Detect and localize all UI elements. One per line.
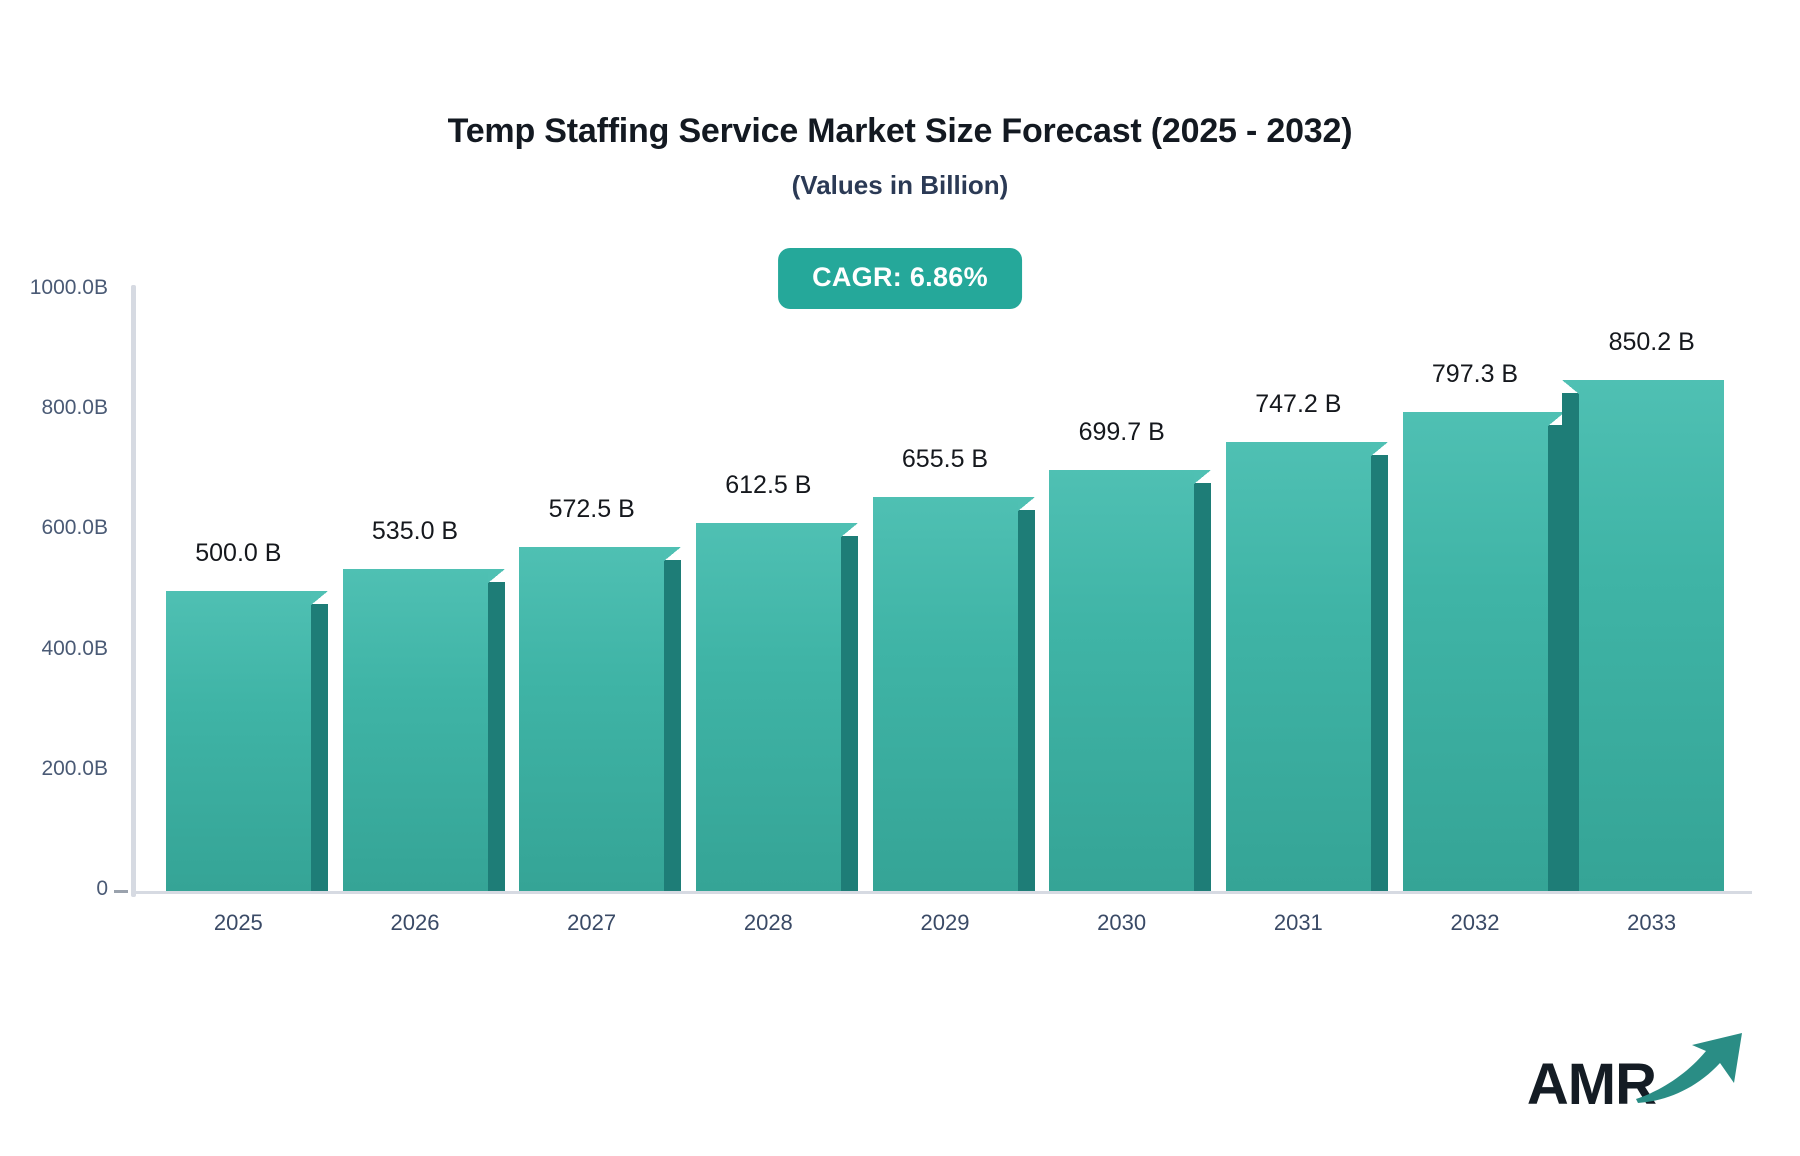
- chart-subtitle: (Values in Billion): [791, 170, 1009, 200]
- bar-side-face: [840, 535, 858, 891]
- bar-face: [519, 546, 665, 891]
- x-axis-tick-label: 2029: [920, 910, 970, 935]
- y-axis-tick-label: 1000.0B: [29, 276, 108, 299]
- bar-top-bevel: [1547, 411, 1565, 426]
- bar-2029[interactable]: [872, 497, 1035, 891]
- bar-side-face: [1547, 424, 1565, 891]
- x-axis-tick-label: 2026: [390, 910, 440, 935]
- x-axis-line: [131, 891, 1752, 894]
- x-axis-tick-label: 2031: [1273, 910, 1323, 935]
- bar-top-bevel: [664, 546, 682, 561]
- y-axis-tick-label: 800.0B: [41, 396, 108, 420]
- bar-top-bevel: [487, 569, 505, 584]
- bar-side-face: [1017, 510, 1035, 891]
- x-axis-tick-label: 2025: [213, 910, 263, 935]
- bar-side-face: [310, 603, 328, 891]
- bar-top-bevel: [310, 590, 328, 605]
- bar-2031[interactable]: [1225, 441, 1388, 891]
- y-axis-line: [131, 285, 136, 897]
- bar-2026[interactable]: [342, 569, 505, 891]
- bar-2030[interactable]: [1049, 470, 1212, 891]
- bar-value-label: 655.5 B: [901, 445, 989, 474]
- bar-value-label: 500.0 B: [195, 538, 282, 567]
- y-axis-tick-label: 400.0B: [41, 636, 108, 660]
- bar-value-label: 747.2 B: [1255, 389, 1342, 418]
- bar-side-face: [487, 582, 505, 891]
- bar-face: [1049, 470, 1195, 891]
- bar-side-face: [664, 559, 682, 891]
- y-axis-tick-mark: [114, 890, 128, 893]
- bar-top-bevel: [1194, 470, 1212, 485]
- bar-side-face: [1194, 483, 1212, 891]
- amr-wordmark: AMR: [1526, 1052, 1657, 1117]
- growth-arrow-icon: [1630, 1029, 1748, 1108]
- page-title: Temp Staffing Service Market Size Foreca…: [447, 112, 1353, 150]
- bar-2032[interactable]: [1402, 411, 1565, 891]
- x-axis-tick-label: 2028: [743, 910, 793, 935]
- bar-value-label: 699.7 B: [1078, 418, 1165, 447]
- bar-2027[interactable]: [519, 546, 682, 891]
- y-axis-tick-label: 600.0B: [41, 516, 108, 540]
- x-axis-tick-label: 2033: [1627, 910, 1677, 935]
- bar-face: [1225, 441, 1371, 891]
- y-axis-tick-label: 200.0B: [41, 756, 108, 780]
- bar-top-bevel: [1370, 441, 1388, 456]
- bar-face: [872, 497, 1018, 891]
- bar-face: [1402, 411, 1548, 891]
- bar-side-face: [1370, 454, 1388, 891]
- x-axis-tick-label: 2030: [1097, 910, 1147, 935]
- bar-value-label: 535.0 B: [371, 517, 459, 546]
- bar-2025[interactable]: [165, 590, 328, 891]
- bar-2028[interactable]: [695, 522, 858, 891]
- amr-logo: AMR: [1527, 1029, 1748, 1114]
- bar-top-bevel: [1017, 497, 1035, 512]
- bar-side-face: [1562, 393, 1580, 891]
- bar-value-label: 572.5 B: [548, 494, 635, 523]
- x-axis-tick-label: 2032: [1450, 910, 1500, 935]
- cagr-badge: CAGR: 6.86%: [778, 248, 1022, 309]
- bar-top-bevel: [1562, 380, 1580, 395]
- bar-value-label: 797.3 B: [1431, 359, 1519, 388]
- bar-value-label: 850.2 B: [1608, 328, 1695, 357]
- bar-face: [695, 522, 841, 891]
- bar-value-label: 612.5 B: [725, 470, 812, 499]
- bar-face: [342, 569, 488, 891]
- bar-top-bevel: [840, 522, 858, 537]
- y-axis-tick-label: 0: [96, 877, 108, 900]
- x-axis-tick-label: 2027: [567, 910, 617, 935]
- bar-face: [165, 590, 311, 891]
- bar-face: [1579, 380, 1725, 891]
- bar-2033[interactable]: [1562, 380, 1725, 891]
